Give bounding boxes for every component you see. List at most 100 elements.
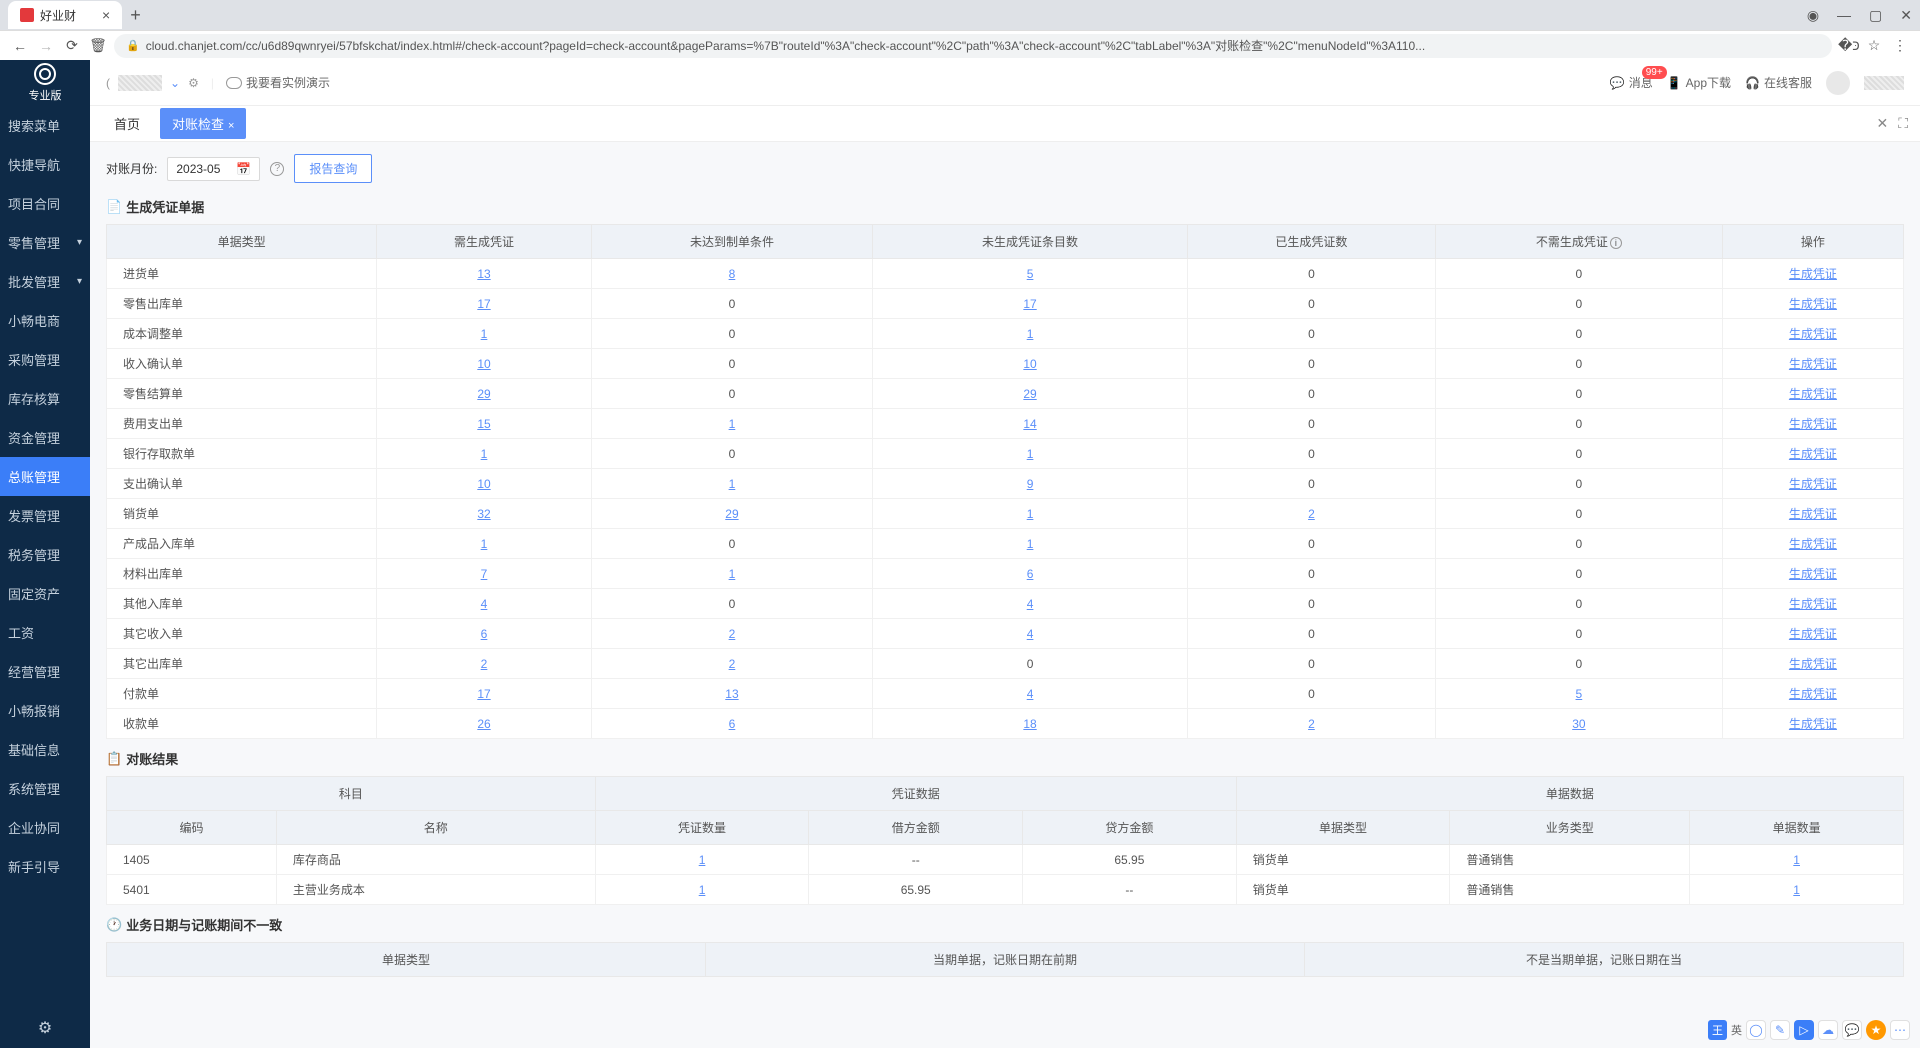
fullscreen-icon[interactable]: ⛶ [1898, 115, 1908, 132]
report-query-button[interactable]: 报告查询 [294, 154, 372, 183]
message-button[interactable]: 💬 消息 99+ [1610, 74, 1653, 91]
back-icon[interactable]: ← [10, 38, 30, 54]
close-window-icon[interactable]: ✕ [1900, 7, 1912, 24]
generate-voucher-link[interactable]: 生成凭证 [1789, 327, 1837, 341]
ime-lang[interactable]: 英 [1731, 1022, 1742, 1038]
generate-voucher-link[interactable]: 生成凭证 [1789, 657, 1837, 671]
headset-icon: 🎧 [1745, 76, 1760, 90]
generate-voucher-link[interactable]: 生成凭证 [1789, 477, 1837, 491]
sidebar-item[interactable]: 采购管理 [0, 340, 90, 379]
menu-icon[interactable]: ⋮ [1890, 37, 1910, 54]
url-bar[interactable]: 🔒 cloud.chanjet.com/cc/u6d89qwnryei/57bf… [114, 34, 1832, 58]
sidebar-item[interactable]: 新手引导 [0, 847, 90, 886]
table-row: 收款单 26 6 18 2 30 生成凭证 [107, 709, 1904, 739]
generate-voucher-link[interactable]: 生成凭证 [1789, 417, 1837, 431]
clock-icon: 🕐 [106, 917, 122, 933]
sidebar-item[interactable]: 系统管理 [0, 769, 90, 808]
minimize-icon[interactable]: — [1837, 7, 1851, 23]
maximize-icon[interactable]: ▢ [1869, 7, 1882, 24]
float-edit-icon[interactable]: ✎ [1770, 1020, 1790, 1040]
float-more-icon[interactable]: ⋯ [1890, 1020, 1910, 1040]
sidebar-item[interactable]: 固定资产 [0, 574, 90, 613]
table-header: 当期单据，记账日期在前期 [706, 943, 1305, 977]
install-icon[interactable]: �כּ [1838, 37, 1858, 54]
table-header: 操作 [1722, 225, 1903, 259]
reconcile-table: 科目 凭证数据 单据数据 编码名称凭证数量借方金额贷方金额单据类型业务类型单据数… [106, 776, 1904, 905]
generate-voucher-link[interactable]: 生成凭证 [1789, 297, 1837, 311]
generate-voucher-link[interactable]: 生成凭证 [1789, 687, 1837, 701]
sidebar-item[interactable]: 搜索菜单 [0, 106, 90, 145]
sidebar-item[interactable]: 小畅电商 [0, 301, 90, 340]
settings-icon[interactable]: ⚙ [0, 1008, 90, 1048]
org-selector[interactable]: ( ⌄ ⚙ [106, 75, 199, 91]
table-header: 编码 [107, 811, 277, 845]
table-header: 业务类型 [1450, 811, 1690, 845]
tab-close-icon[interactable]: × [228, 120, 234, 132]
sidebar-item[interactable]: 基础信息 [0, 730, 90, 769]
generate-voucher-link[interactable]: 生成凭证 [1789, 387, 1837, 401]
sidebar-item[interactable]: 资金管理 [0, 418, 90, 457]
browser-tab-bar: 好业财 × + ◉ — ▢ ✕ [0, 0, 1920, 30]
generate-voucher-link[interactable]: 生成凭证 [1789, 537, 1837, 551]
sidebar-item[interactable]: 项目合同 [0, 184, 90, 223]
lock-icon: 🔒 [126, 39, 140, 52]
generate-voucher-link[interactable]: 生成凭证 [1789, 627, 1837, 641]
sidebar-item[interactable]: 税务管理 [0, 535, 90, 574]
app-download-button[interactable]: 📱 App下载 [1667, 74, 1731, 91]
sidebar-item[interactable]: 总账管理 [0, 457, 90, 496]
sidebar-item[interactable]: 零售管理▾ [0, 223, 90, 262]
sidebar-item[interactable]: 批发管理▾ [0, 262, 90, 301]
table-row: 销货单 32 29 1 2 0 生成凭证 [107, 499, 1904, 529]
tab-home[interactable]: 首页 [102, 108, 152, 139]
logo: 专业版 [0, 60, 90, 106]
new-tab-button[interactable]: + [130, 5, 141, 26]
online-service-button[interactable]: 🎧 在线客服 [1745, 74, 1812, 91]
generate-voucher-link[interactable]: 生成凭证 [1789, 507, 1837, 521]
tab-close-icon[interactable]: × [102, 7, 110, 23]
float-cloud-icon[interactable]: ☁ [1818, 1020, 1838, 1040]
float-circle-icon[interactable]: ◯ [1746, 1020, 1766, 1040]
sidebar-item[interactable]: 工资 [0, 613, 90, 652]
float-play-icon[interactable]: ▷ [1794, 1020, 1814, 1040]
table-header: 借方金额 [809, 811, 1023, 845]
table-row: 零售出库单 17 0 17 0 0 生成凭证 [107, 289, 1904, 319]
avatar[interactable] [1826, 71, 1850, 95]
account-icon[interactable]: ◉ [1807, 7, 1819, 24]
reload-icon[interactable]: ⟳ [62, 37, 82, 54]
sidebar-item[interactable]: 企业协同 [0, 808, 90, 847]
ime-indicator[interactable]: 王 [1708, 1020, 1727, 1040]
table-row: 1405 库存商品 1 -- 65.95 销货单 普通销售 1 [107, 845, 1904, 875]
demo-link[interactable]: 我要看实例演示 [226, 74, 330, 91]
tab-check-account[interactable]: 对账检查× [160, 108, 246, 139]
table-header: 单据类型 [1236, 811, 1450, 845]
gear-icon[interactable]: ⚙ [188, 76, 199, 90]
sidebar-item[interactable]: 库存核算 [0, 379, 90, 418]
generate-voucher-link[interactable]: 生成凭证 [1789, 447, 1837, 461]
th-voucher-data: 凭证数据 [595, 777, 1236, 811]
generate-voucher-link[interactable]: 生成凭证 [1789, 717, 1837, 731]
sidebar-item[interactable]: 发票管理 [0, 496, 90, 535]
table-row: 其他入库单 4 0 4 0 0 生成凭证 [107, 589, 1904, 619]
date-mismatch-table: 单据类型当期单据，记账日期在前期不是当期单据，记账日期在当 [106, 942, 1904, 977]
float-msg-icon[interactable]: 💬 [1842, 1020, 1862, 1040]
generate-voucher-link[interactable]: 生成凭证 [1789, 267, 1837, 281]
info-icon[interactable]: i [1610, 237, 1622, 249]
generate-voucher-link[interactable]: 生成凭证 [1789, 567, 1837, 581]
generate-voucher-link[interactable]: 生成凭证 [1789, 597, 1837, 611]
float-star-icon[interactable]: ★ [1866, 1020, 1886, 1040]
sidebar-item[interactable]: 经营管理 [0, 652, 90, 691]
table-header: 贷方金额 [1023, 811, 1237, 845]
delete-icon[interactable]: 🗑 [88, 37, 108, 54]
browser-tab[interactable]: 好业财 × [8, 1, 122, 29]
table-row: 收入确认单 10 0 10 0 0 生成凭证 [107, 349, 1904, 379]
month-picker[interactable]: 2023-05 📅 [167, 157, 260, 181]
generate-voucher-link[interactable]: 生成凭证 [1789, 357, 1837, 371]
help-icon[interactable]: ? [270, 162, 284, 176]
chevron-down-icon: ⌄ [170, 76, 180, 90]
sidebar-item[interactable]: 小畅报销 [0, 691, 90, 730]
table-row: 进货单 13 8 5 0 0 生成凭证 [107, 259, 1904, 289]
sidebar-item[interactable]: 快捷导航 [0, 145, 90, 184]
close-all-tabs-icon[interactable]: ✕ [1876, 115, 1888, 132]
star-icon[interactable]: ☆ [1864, 37, 1884, 54]
forward-icon[interactable]: → [36, 38, 56, 54]
